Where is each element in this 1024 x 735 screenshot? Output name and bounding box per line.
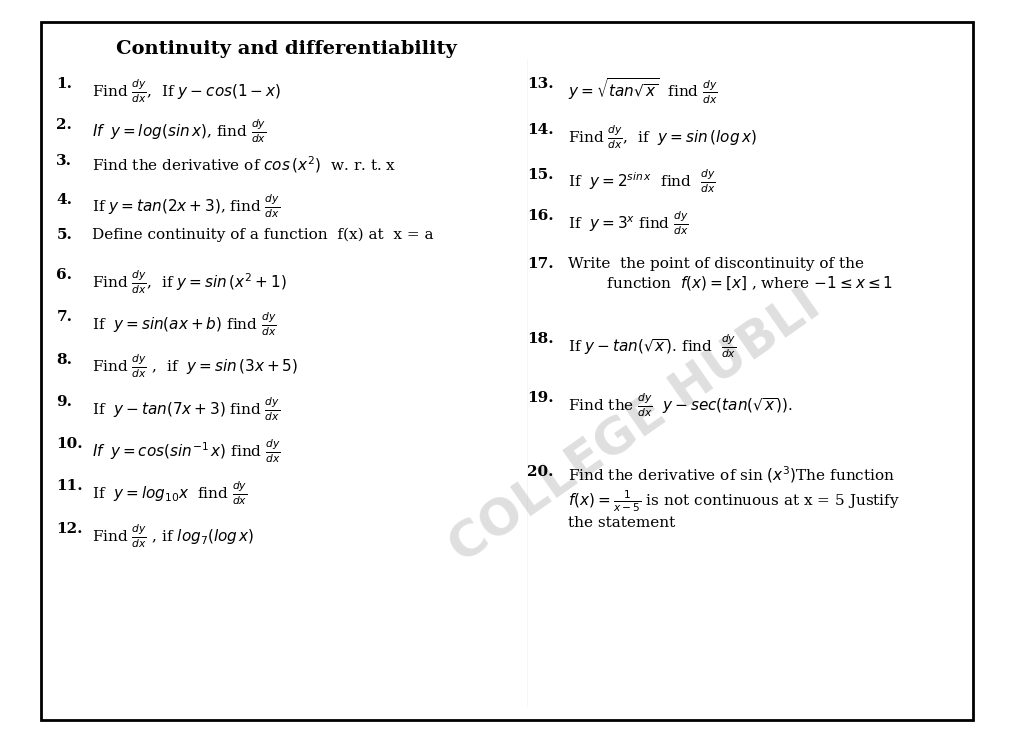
Text: 12.: 12. — [56, 522, 83, 536]
Text: Define continuity of a function  f(x) at  x = a: Define continuity of a function f(x) at … — [92, 228, 433, 243]
Text: 19.: 19. — [527, 391, 554, 405]
Text: 11.: 11. — [56, 479, 83, 493]
Text: $If\;\; y = cos(sin^{-1}\,x)$ find $\frac{dy}{dx}$: $If\;\; y = cos(sin^{-1}\,x)$ find $\fra… — [92, 437, 281, 465]
Text: 20.: 20. — [527, 465, 554, 478]
Text: 1.: 1. — [56, 77, 73, 91]
Text: 4.: 4. — [56, 193, 73, 207]
Text: 15.: 15. — [527, 168, 554, 182]
Text: 9.: 9. — [56, 395, 73, 409]
Text: Find $\frac{dy}{dx}$ ,  if  $y = sin\,(3x + 5)$: Find $\frac{dy}{dx}$ , if $y = sin\,(3x … — [92, 353, 298, 381]
Text: If  $y = log_{10}x$  find $\frac{dy}{dx}$: If $y = log_{10}x$ find $\frac{dy}{dx}$ — [92, 479, 248, 507]
Text: If $y - tan(\sqrt{x})$. find  $\frac{dy}{dx}$: If $y - tan(\sqrt{x})$. find $\frac{dy}{… — [568, 332, 736, 360]
Text: Find the derivative of $cos\,(x^2)$  w. r. t. x: Find the derivative of $cos\,(x^2)$ w. r… — [92, 154, 396, 175]
Text: 3.: 3. — [56, 154, 73, 168]
Text: 16.: 16. — [527, 209, 554, 223]
Text: Find $\frac{dy}{dx}$,  if $y = sin\,(x^2 + 1)$: Find $\frac{dy}{dx}$, if $y = sin\,(x^2 … — [92, 268, 287, 296]
Text: 17.: 17. — [527, 257, 554, 271]
Text: If  $y - tan(7x + 3)$ find $\frac{dy}{dx}$: If $y - tan(7x + 3)$ find $\frac{dy}{dx}… — [92, 395, 281, 423]
Text: 14.: 14. — [527, 123, 554, 137]
Text: $If\;\; y = log(sin\,x)$, find $\frac{dy}{dx}$: $If\;\; y = log(sin\,x)$, find $\frac{dy… — [92, 118, 266, 146]
Text: If  $y = sin(ax + b)$ find $\frac{dy}{dx}$: If $y = sin(ax + b)$ find $\frac{dy}{dx}… — [92, 310, 276, 338]
Text: If $y = tan(2x + 3)$, find $\frac{dy}{dx}$: If $y = tan(2x + 3)$, find $\frac{dy}{dx… — [92, 193, 281, 220]
Text: 18.: 18. — [527, 332, 554, 346]
Text: Find $\frac{dy}{dx}$,  if  $y = sin\,(log\,x)$: Find $\frac{dy}{dx}$, if $y = sin\,(log\… — [568, 123, 758, 151]
Text: 13.: 13. — [527, 77, 554, 91]
Text: 7.: 7. — [56, 310, 73, 324]
Text: Find the $\frac{dy}{dx}$  $y - sec(tan(\sqrt{x}))$.: Find the $\frac{dy}{dx}$ $y - sec(tan(\s… — [568, 391, 793, 419]
Text: 10.: 10. — [56, 437, 83, 451]
Text: 5.: 5. — [56, 228, 73, 242]
Text: Find the derivative of sin $(x^3)$The function
$f(x) = \frac{1}{x-5}$ is not con: Find the derivative of sin $(x^3)$The fu… — [568, 465, 900, 531]
Text: Find $\frac{dy}{dx}$ , if $log_7(log\,x)$: Find $\frac{dy}{dx}$ , if $log_7(log\,x)… — [92, 522, 255, 550]
Text: Write  the point of discontinuity of the
        function  $f(x) = [x]$ , where : Write the point of discontinuity of the … — [568, 257, 893, 292]
Text: 2.: 2. — [56, 118, 73, 132]
Text: If  $y = 3^x$ find $\frac{dy}{dx}$: If $y = 3^x$ find $\frac{dy}{dx}$ — [568, 209, 689, 237]
Text: 8.: 8. — [56, 353, 73, 367]
Text: If  $y = 2^{sin\,x}$  find  $\frac{dy}{dx}$: If $y = 2^{sin\,x}$ find $\frac{dy}{dx}$ — [568, 168, 716, 196]
FancyBboxPatch shape — [41, 22, 973, 720]
Text: COLLEGE HUBLI: COLLEGE HUBLI — [440, 280, 829, 573]
Text: Continuity and differentiability: Continuity and differentiability — [117, 40, 457, 58]
Text: $y = \sqrt{tan\sqrt{x}}$  find $\frac{dy}{dx}$: $y = \sqrt{tan\sqrt{x}}$ find $\frac{dy}… — [568, 77, 718, 107]
Text: 6.: 6. — [56, 268, 73, 282]
Text: Find $\frac{dy}{dx}$,  If $y - cos(1-x)$: Find $\frac{dy}{dx}$, If $y - cos(1-x)$ — [92, 77, 282, 105]
